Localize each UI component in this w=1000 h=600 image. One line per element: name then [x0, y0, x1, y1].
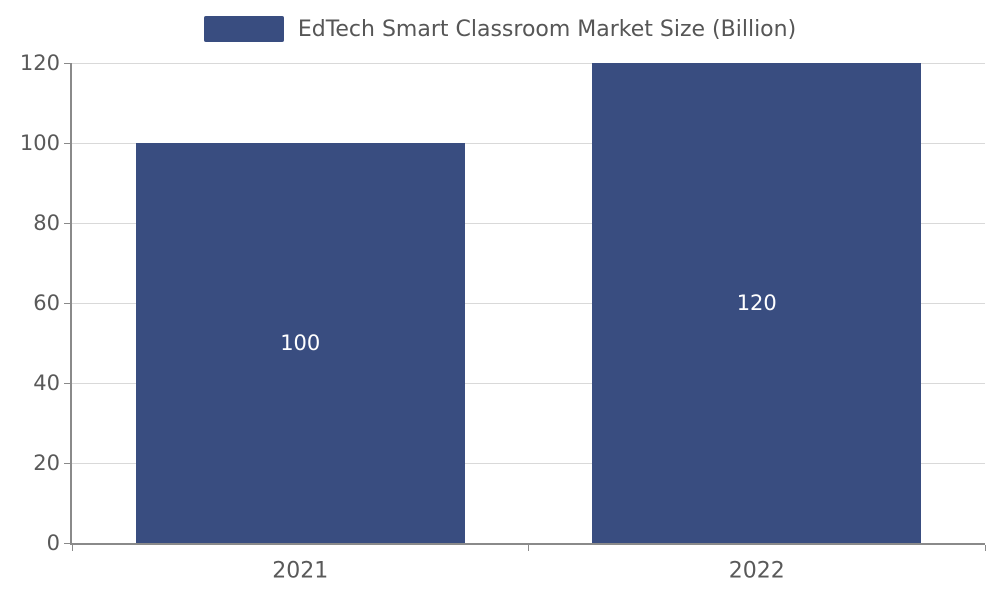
bar[interactable]: 100 — [135, 143, 465, 543]
y-tick-mark — [64, 222, 70, 224]
bar-value-label: 120 — [736, 291, 777, 315]
x-tick-mark — [984, 545, 986, 551]
legend[interactable]: EdTech Smart Classroom Market Size (Bill… — [0, 16, 1000, 42]
gridline — [72, 382, 985, 384]
y-tick-mark — [64, 462, 70, 464]
y-tick-mark — [64, 142, 70, 144]
y-tick-label: 40 — [33, 371, 60, 395]
y-tick-label: 0 — [46, 531, 60, 555]
chart-title: EdTech Smart Classroom Market Size (Bill… — [297, 16, 797, 42]
x-tick-label: 2022 — [728, 558, 785, 584]
plot-area: 0 20 40 60 80 100 120 100 2021 120 2022 — [20, 51, 986, 584]
y-tick-label: 100 — [19, 131, 60, 155]
bar-value-label: 100 — [280, 331, 321, 355]
gridline — [72, 142, 985, 144]
gridline — [72, 302, 985, 304]
y-tick-mark — [64, 542, 70, 544]
legend-swatch[interactable] — [203, 16, 284, 42]
y-tick-label: 120 — [19, 51, 60, 75]
x-tick-label: 2021 — [272, 558, 329, 584]
bar[interactable]: 120 — [592, 63, 922, 543]
y-tick-mark — [64, 302, 70, 304]
y-tick-mark — [64, 382, 70, 384]
y-tick-label: 60 — [33, 291, 60, 315]
gridline — [72, 462, 985, 464]
y-tick-label: 20 — [33, 451, 60, 475]
x-tick-mark — [71, 545, 73, 551]
gridline — [72, 222, 985, 224]
y-tick-mark — [64, 62, 70, 64]
y-tick-label: 80 — [33, 211, 60, 235]
gridline — [72, 62, 985, 64]
x-tick-mark — [528, 545, 529, 551]
